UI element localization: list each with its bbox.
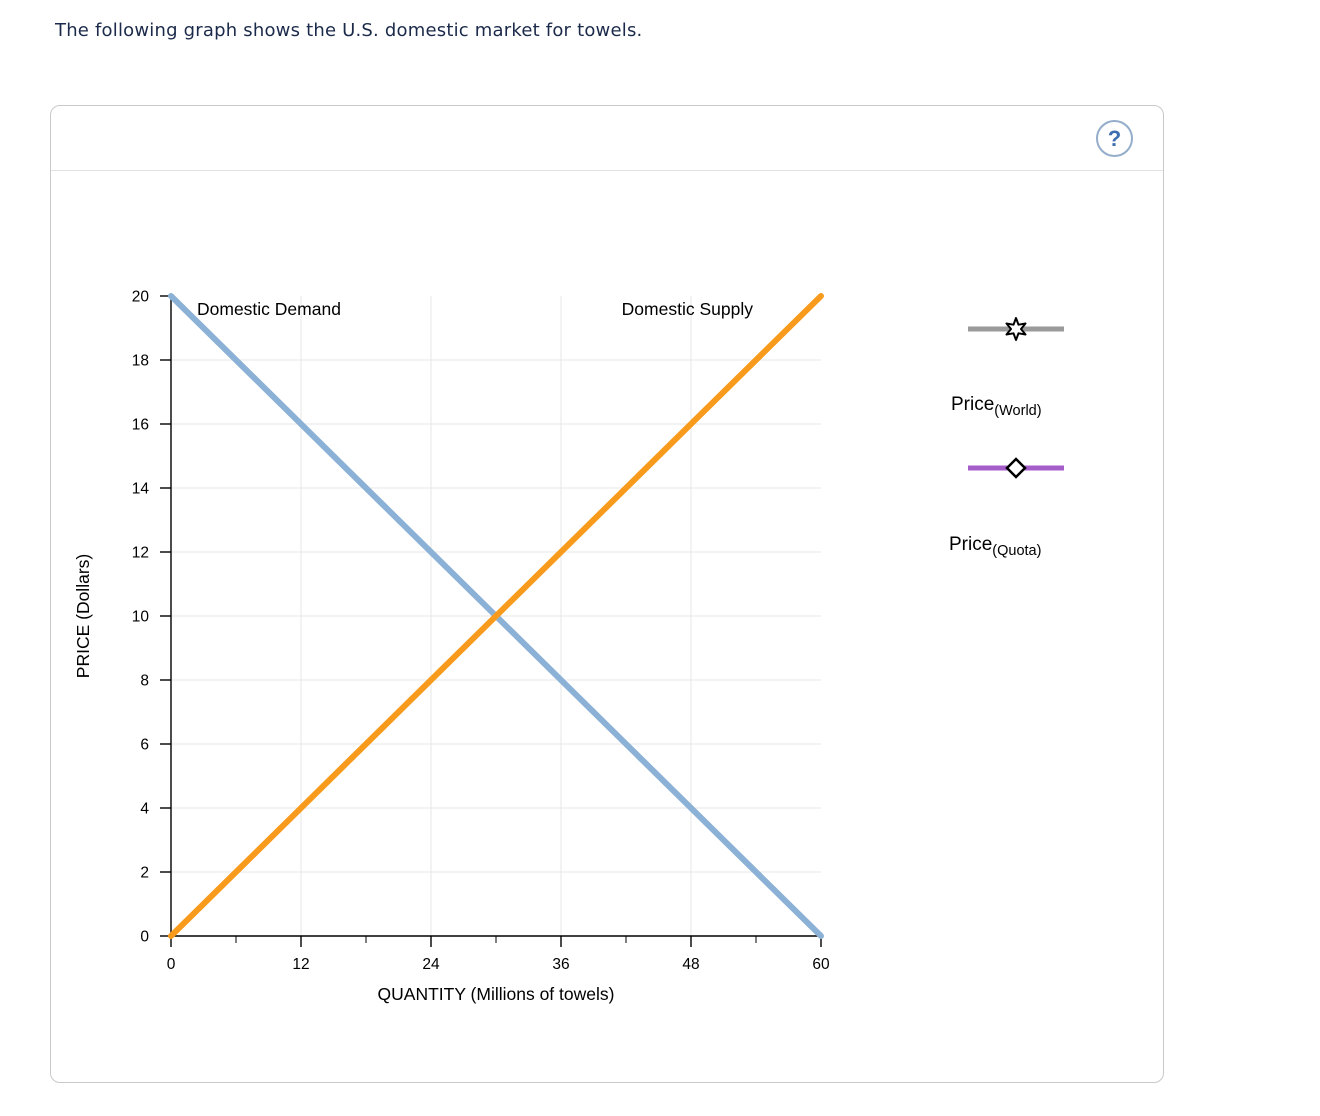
x-tick-label: 24 bbox=[422, 956, 440, 973]
diamond-icon bbox=[1005, 457, 1027, 479]
price-world-label-sub: (World) bbox=[994, 403, 1042, 419]
y-tick-label: 12 bbox=[132, 545, 149, 562]
price-quota-label-sub: (Quota) bbox=[992, 543, 1042, 559]
x-tick-label: 36 bbox=[552, 956, 569, 973]
domestic-demand-label: Domestic Demand bbox=[197, 299, 341, 319]
y-tick-label: 4 bbox=[140, 801, 149, 818]
question-mark-icon: ? bbox=[1107, 125, 1122, 151]
help-button[interactable]: ? bbox=[1096, 120, 1133, 157]
x-axis-title: QUANTITY (Millions of towels) bbox=[378, 984, 615, 1004]
y-tick-label: 16 bbox=[132, 417, 149, 434]
price-world-label: Price(World) bbox=[951, 394, 1042, 419]
price-quota-handle[interactable] bbox=[966, 453, 1066, 483]
domestic-supply-label: Domestic Supply bbox=[622, 299, 754, 319]
y-tick-label: 14 bbox=[132, 481, 150, 498]
x-tick-label: 12 bbox=[292, 956, 309, 973]
x-tick-label: 48 bbox=[682, 956, 699, 973]
question-panel: ? 0 2 4 6 8 10 12 14 16 18 20 0 12 24 36 48 60 Domestic D… bbox=[50, 105, 1164, 1083]
y-tick-label: 2 bbox=[140, 865, 149, 882]
y-tick-label: 6 bbox=[140, 737, 149, 754]
price-quota-label: Price(Quota) bbox=[949, 534, 1042, 559]
star-icon bbox=[1005, 317, 1027, 341]
y-tick-label: 20 bbox=[132, 289, 150, 306]
y-tick-label: 18 bbox=[132, 353, 149, 370]
y-axis-title: PRICE (Dollars) bbox=[73, 554, 93, 678]
panel-header: ? bbox=[51, 106, 1163, 171]
y-tick-label: 8 bbox=[140, 673, 149, 690]
y-tick-label: 10 bbox=[132, 609, 150, 626]
domestic-supply-line bbox=[168, 293, 824, 939]
price-quota-label-main: Price bbox=[949, 534, 993, 555]
price-world-label-main: Price bbox=[951, 394, 995, 415]
price-world-handle[interactable] bbox=[966, 314, 1066, 344]
intro-text: The following graph shows the U.S. domes… bbox=[55, 20, 643, 41]
x-tick-label: 60 bbox=[812, 956, 830, 973]
y-tick-label: 0 bbox=[140, 929, 149, 946]
x-tick-label: 0 bbox=[167, 956, 176, 973]
